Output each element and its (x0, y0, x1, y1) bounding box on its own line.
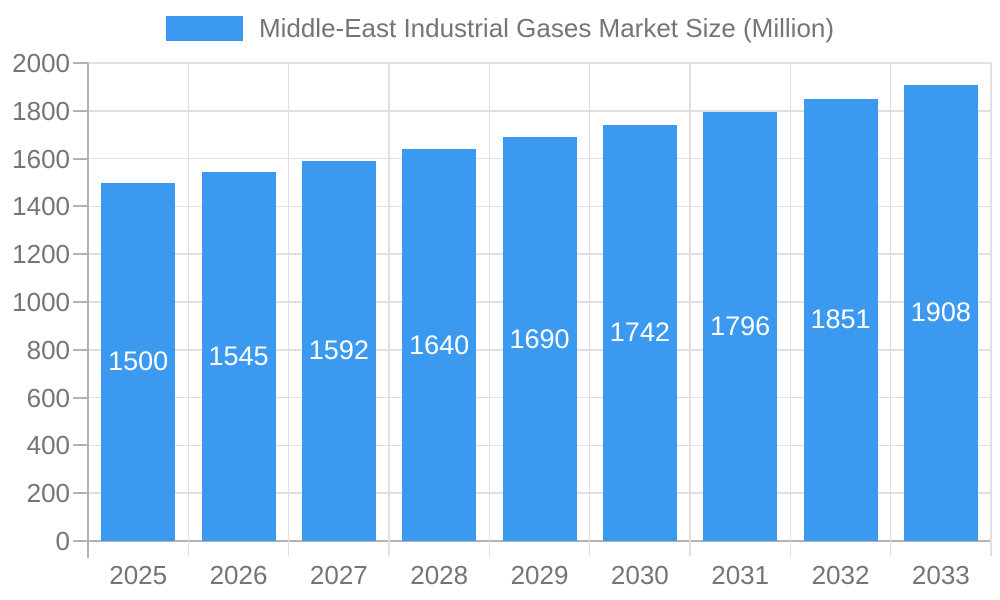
x-tick-mark (689, 541, 691, 556)
gridline-vertical (990, 63, 992, 541)
bar[interactable]: 1851 (803, 98, 878, 541)
x-axis-label: 2028 (410, 560, 469, 590)
y-tick-mark (73, 540, 88, 542)
y-axis-label: 1000 (12, 287, 70, 317)
gridline-vertical (388, 63, 390, 541)
bar-value-label: 1690 (509, 323, 570, 354)
legend-swatch-icon (165, 15, 243, 41)
gridline-vertical (287, 63, 290, 541)
y-tick-mark (73, 396, 88, 399)
gridline-horizontal (88, 62, 991, 64)
gridline-vertical (588, 63, 591, 541)
x-tick-mark (388, 541, 390, 556)
y-axis-label: 1800 (12, 95, 70, 126)
y-tick-mark (73, 301, 88, 303)
bar-value-label: 1545 (208, 340, 269, 371)
x-tick-mark (990, 541, 992, 556)
bar[interactable]: 1640 (402, 149, 477, 541)
y-tick-mark (73, 62, 88, 64)
y-tick-mark (73, 205, 88, 208)
gridline-vertical (488, 63, 491, 541)
gridline-horizontal (88, 110, 991, 112)
bar[interactable]: 1796 (703, 111, 778, 541)
bar[interactable]: 1500 (101, 182, 176, 541)
chart-legend[interactable]: Middle-East Industrial Gases Market Size… (0, 12, 1000, 44)
y-axis-line (87, 63, 89, 558)
y-tick-mark (73, 492, 88, 495)
bar[interactable]: 1690 (502, 137, 577, 541)
x-axis-label: 2030 (610, 560, 669, 590)
bar-value-label: 1908 (910, 297, 971, 328)
x-tick-mark (588, 541, 591, 556)
y-axis-label: 400 (26, 430, 70, 461)
x-tick-mark (187, 541, 190, 556)
y-axis-label: 800 (26, 334, 70, 365)
gridline-vertical (187, 63, 190, 541)
x-tick-mark (488, 541, 491, 556)
bar-value-label: 1851 (810, 304, 871, 335)
y-tick-mark (73, 444, 88, 447)
gridline-vertical (889, 63, 892, 541)
y-axis-label: 1400 (12, 191, 70, 222)
bar[interactable]: 1545 (201, 171, 276, 541)
x-tick-mark (789, 541, 792, 556)
y-tick-mark (73, 348, 88, 351)
y-axis-label: 200 (26, 478, 70, 509)
y-axis-label: 0 (55, 526, 70, 556)
x-tick-mark (889, 541, 892, 556)
x-axis-label: 2032 (811, 560, 870, 590)
bar[interactable]: 1742 (602, 124, 677, 541)
y-tick-mark (73, 157, 88, 160)
bar-value-label: 1640 (409, 329, 470, 360)
x-axis-label: 2027 (309, 560, 368, 590)
x-axis-label: 2025 (109, 560, 168, 590)
gridline-vertical (689, 63, 691, 541)
legend-label: Middle-East Industrial Gases Market Size… (258, 13, 835, 43)
x-tick-mark (287, 541, 290, 556)
x-axis-label: 2029 (510, 560, 569, 590)
y-tick-mark (73, 253, 88, 256)
y-axis-label: 600 (26, 382, 70, 413)
bar-value-label: 1742 (609, 317, 670, 348)
bar[interactable]: 1908 (903, 84, 978, 541)
x-axis-line (88, 540, 991, 542)
x-axis-label: 2026 (209, 560, 268, 590)
x-axis-label: 2033 (911, 560, 970, 590)
gridline-vertical (789, 63, 792, 541)
y-axis-label: 1600 (12, 143, 70, 174)
bar[interactable]: 1592 (301, 160, 376, 541)
x-axis-label: 2031 (711, 560, 770, 590)
bar-value-label: 1796 (710, 310, 771, 341)
bar-value-label: 1592 (308, 335, 369, 366)
y-axis-label: 1200 (12, 239, 70, 270)
y-axis-label: 2000 (12, 48, 70, 78)
y-tick-mark (73, 109, 88, 112)
bar-value-label: 1500 (108, 346, 169, 377)
